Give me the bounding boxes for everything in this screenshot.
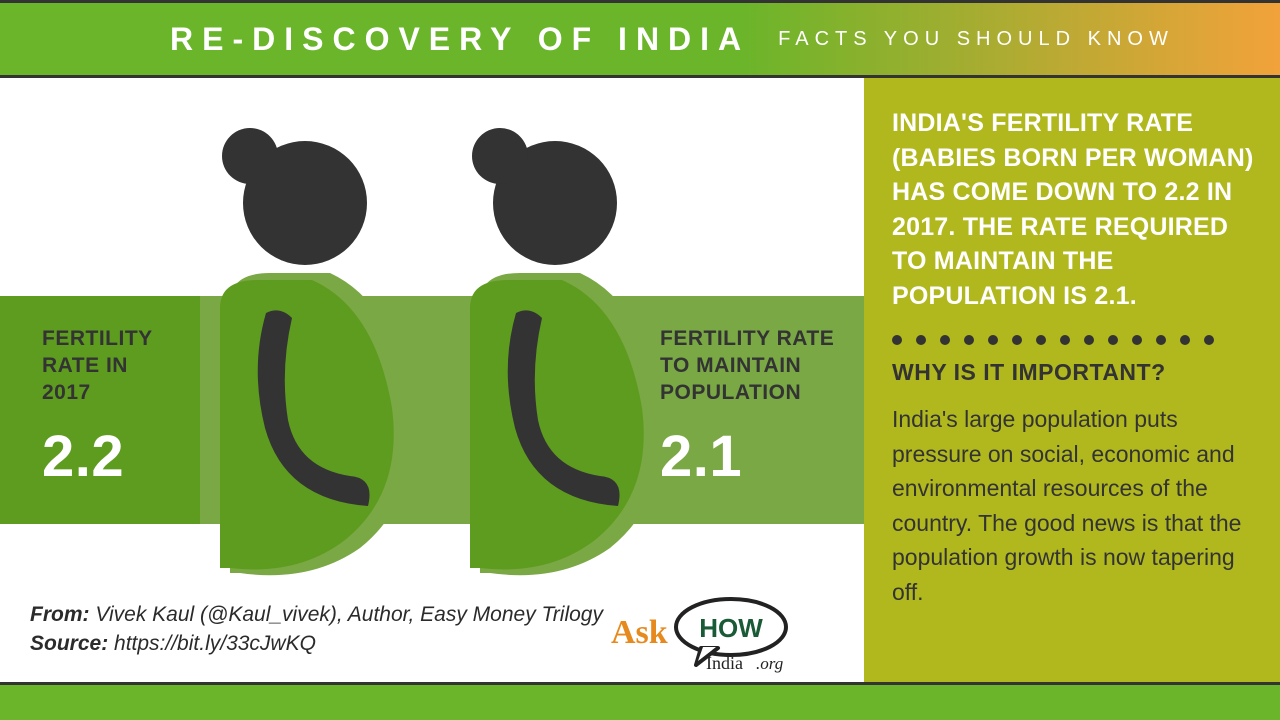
stat-caption: FERTILITY RATE TO MAINTAIN POPULATION — [660, 326, 840, 407]
logo-org: .org — [756, 654, 783, 673]
source-url-line: Source: https://bit.ly/33cJwKQ — [30, 629, 603, 658]
header-title: RE-DISCOVERY OF INDIA — [170, 21, 750, 58]
stat-caption: FERTILITY RATE IN 2017 — [42, 326, 182, 407]
content-row: FERTILITY RATE IN 2017 2.2 FERTILITY RAT… — [0, 78, 1280, 682]
source-block: From: Vivek Kaul (@Kaul_vivek), Author, … — [30, 600, 603, 659]
stat-value: 2.1 — [660, 423, 840, 490]
left-panel: FERTILITY RATE IN 2017 2.2 FERTILITY RAT… — [0, 78, 864, 682]
footer-bar — [0, 682, 1280, 720]
source-from-line: From: Vivek Kaul (@Kaul_vivek), Author, … — [30, 600, 603, 629]
source-text: https://bit.ly/33cJwKQ — [114, 632, 316, 655]
header-bar: RE-DISCOVERY OF INDIA FACTS YOU SHOULD K… — [0, 0, 1280, 78]
stat-block-2017: FERTILITY RATE IN 2017 2.2 — [42, 326, 182, 490]
from-label: From: — [30, 603, 90, 626]
right-question: WHY IS IT IMPORTANT? — [892, 359, 1254, 386]
right-body: India's large population puts pressure o… — [892, 402, 1254, 609]
header-subtitle: FACTS YOU SHOULD KNOW — [778, 28, 1174, 51]
logo-ask: Ask — [611, 614, 668, 651]
askhow-logo: Ask HOW India .org — [606, 593, 796, 673]
stat-block-maintain: FERTILITY RATE TO MAINTAIN POPULATION 2.… — [660, 326, 840, 490]
logo-india: India — [706, 653, 743, 673]
right-headline: INDIA'S FERTILITY RATE (BABIES BORN PER … — [892, 106, 1254, 313]
logo-how: HOW — [699, 613, 763, 643]
divider-dots — [892, 335, 1254, 345]
pregnant-figure-icon — [190, 108, 420, 578]
stat-value: 2.2 — [42, 423, 182, 490]
from-text: Vivek Kaul (@Kaul_vivek), Author, Easy M… — [95, 603, 603, 626]
pregnant-figure-icon — [440, 108, 670, 578]
source-label: Source: — [30, 632, 108, 655]
right-panel: INDIA'S FERTILITY RATE (BABIES BORN PER … — [864, 78, 1280, 682]
